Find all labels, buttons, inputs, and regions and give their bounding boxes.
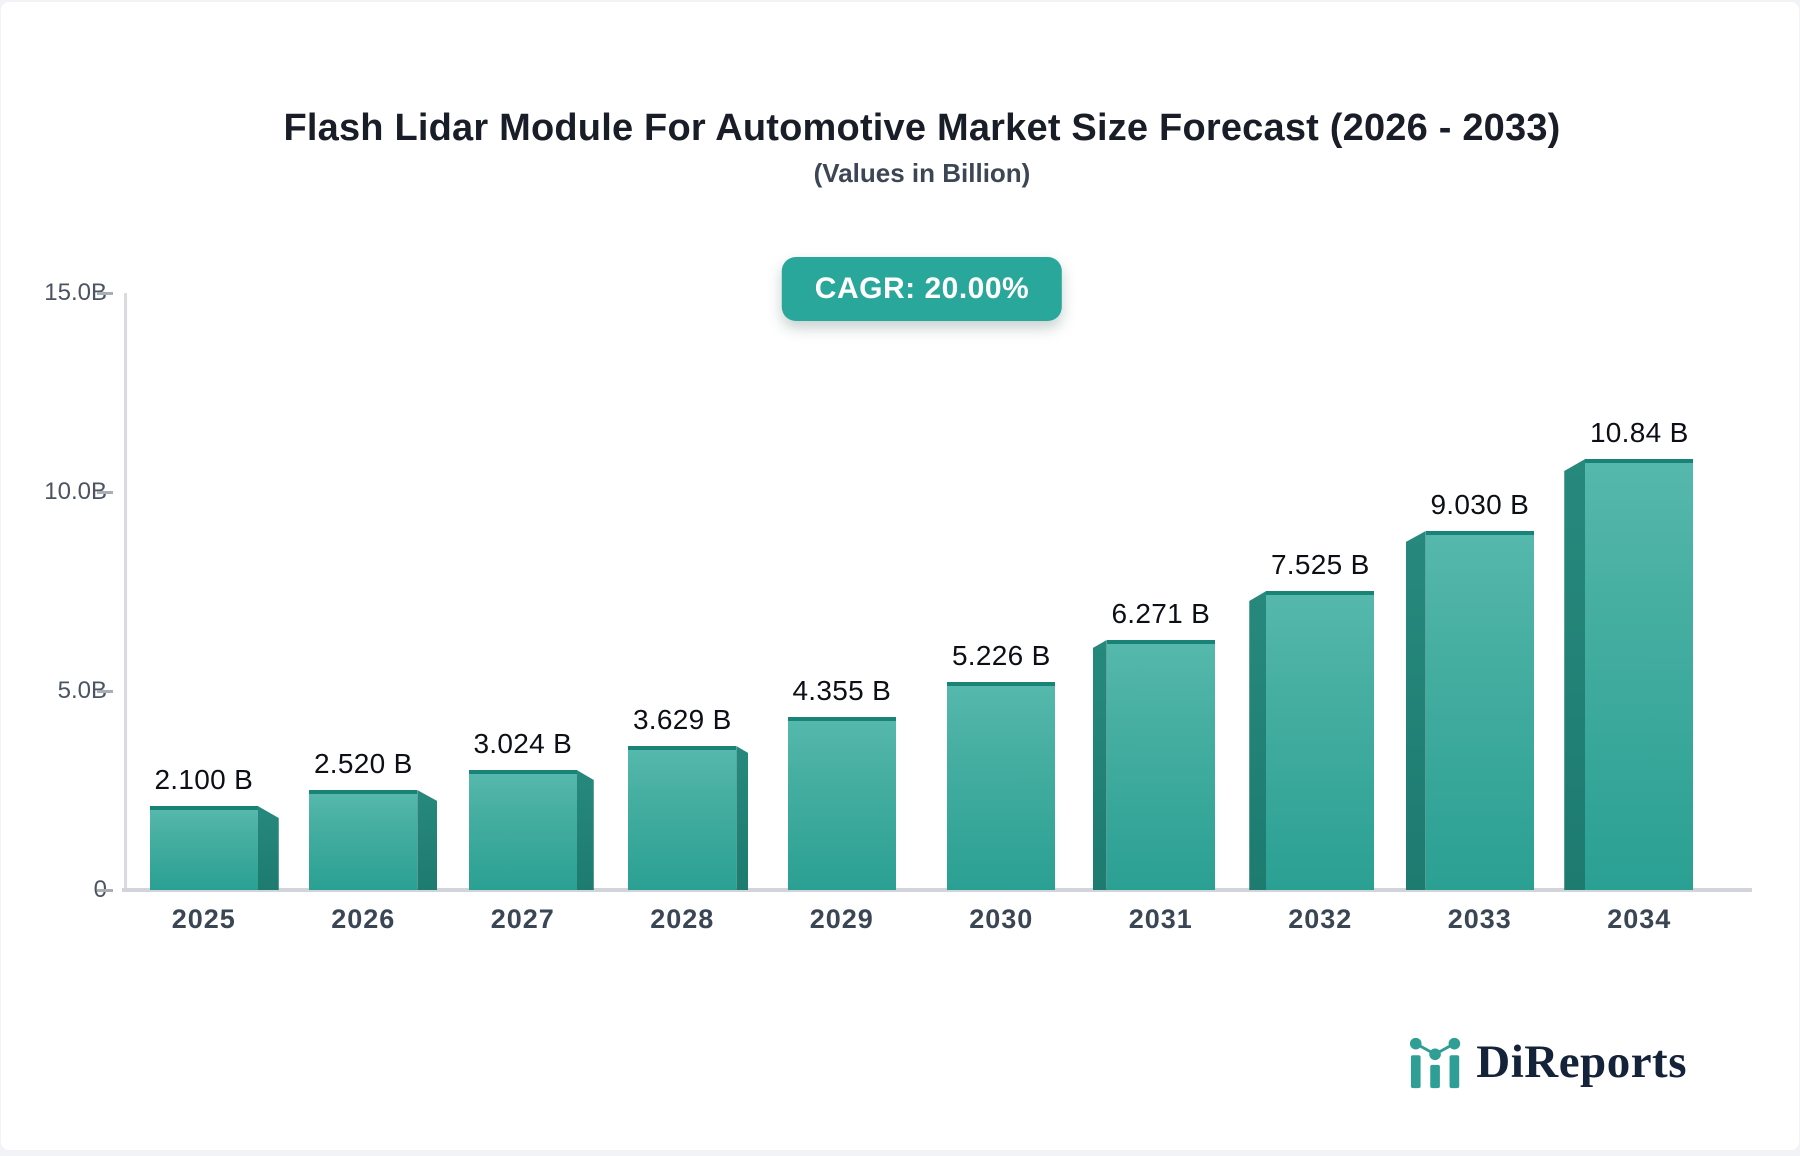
bar-value-label: 9.030 B	[1430, 489, 1530, 520]
brand-logo-text: DiReports	[1476, 1036, 1687, 1088]
bar-side-face	[1249, 591, 1267, 890]
cagr-badge: CAGR: 20.00%	[781, 257, 1063, 321]
chart-title: Flash Lidar Module For Automotive Market…	[283, 107, 1561, 149]
y-axis-line	[124, 293, 127, 890]
bar-2034	[1585, 459, 1694, 890]
bar-side-face	[1092, 640, 1107, 890]
bar-side-face	[1564, 459, 1586, 890]
bar-value-label: 10.84 B	[1589, 417, 1689, 448]
x-axis-label: 2025	[171, 904, 236, 934]
brand-logo: DiReports	[1408, 1032, 1687, 1092]
bar-value-label: 3.629 B	[632, 704, 732, 735]
direports-logo-icon	[1410, 1037, 1461, 1089]
x-axis-label: 2027	[490, 904, 555, 934]
bar-side-face	[417, 790, 438, 890]
bar-side-face	[257, 806, 279, 890]
x-axis-label: 2033	[1447, 904, 1512, 934]
bar-value-label: 2.520 B	[313, 748, 413, 779]
x-axis-label: 2026	[331, 904, 396, 934]
y-tick-mark	[97, 889, 113, 892]
bar-value-label: 3.024 B	[473, 728, 573, 759]
bar-2026	[309, 790, 418, 890]
y-tick-mark	[97, 690, 113, 693]
bar-side-face	[576, 770, 594, 890]
x-axis-label: 2034	[1607, 904, 1672, 934]
x-axis-label: 2031	[1128, 904, 1193, 934]
bar-2028	[628, 746, 737, 890]
x-axis-line	[122, 888, 1752, 892]
bar-value-label: 4.355 B	[792, 675, 892, 706]
bar-side-face	[1405, 531, 1426, 890]
x-axis-label: 2030	[969, 904, 1034, 934]
bar-value-label: 6.271 B	[1111, 598, 1211, 629]
y-tick-mark	[97, 292, 113, 295]
bar-2025	[149, 806, 258, 890]
x-axis-label: 2032	[1288, 904, 1353, 934]
y-tick-label: 15.0B	[44, 279, 107, 306]
bar-side-face	[736, 746, 749, 890]
y-tick-label: 0	[1, 875, 107, 905]
x-axis-label: 2029	[809, 904, 874, 934]
x-axis-label: 2028	[650, 904, 715, 934]
y-tick-label: 5.0B	[57, 677, 107, 704]
y-tick-label: 10.0B	[44, 478, 107, 505]
bar-2033	[1425, 531, 1534, 890]
bar-2027	[468, 770, 577, 890]
bar-2029	[787, 717, 896, 890]
bar-value-label: 5.226 B	[951, 640, 1051, 671]
bar-value-label: 2.100 B	[154, 764, 254, 795]
y-tick-mark	[97, 491, 113, 494]
bar-2031	[1106, 640, 1215, 890]
bar-value-label: 7.525 B	[1270, 549, 1370, 580]
bar-2030	[947, 682, 1056, 890]
bar-2032	[1266, 591, 1375, 890]
chart-subtitle: (Values in Billion)	[813, 158, 1031, 188]
